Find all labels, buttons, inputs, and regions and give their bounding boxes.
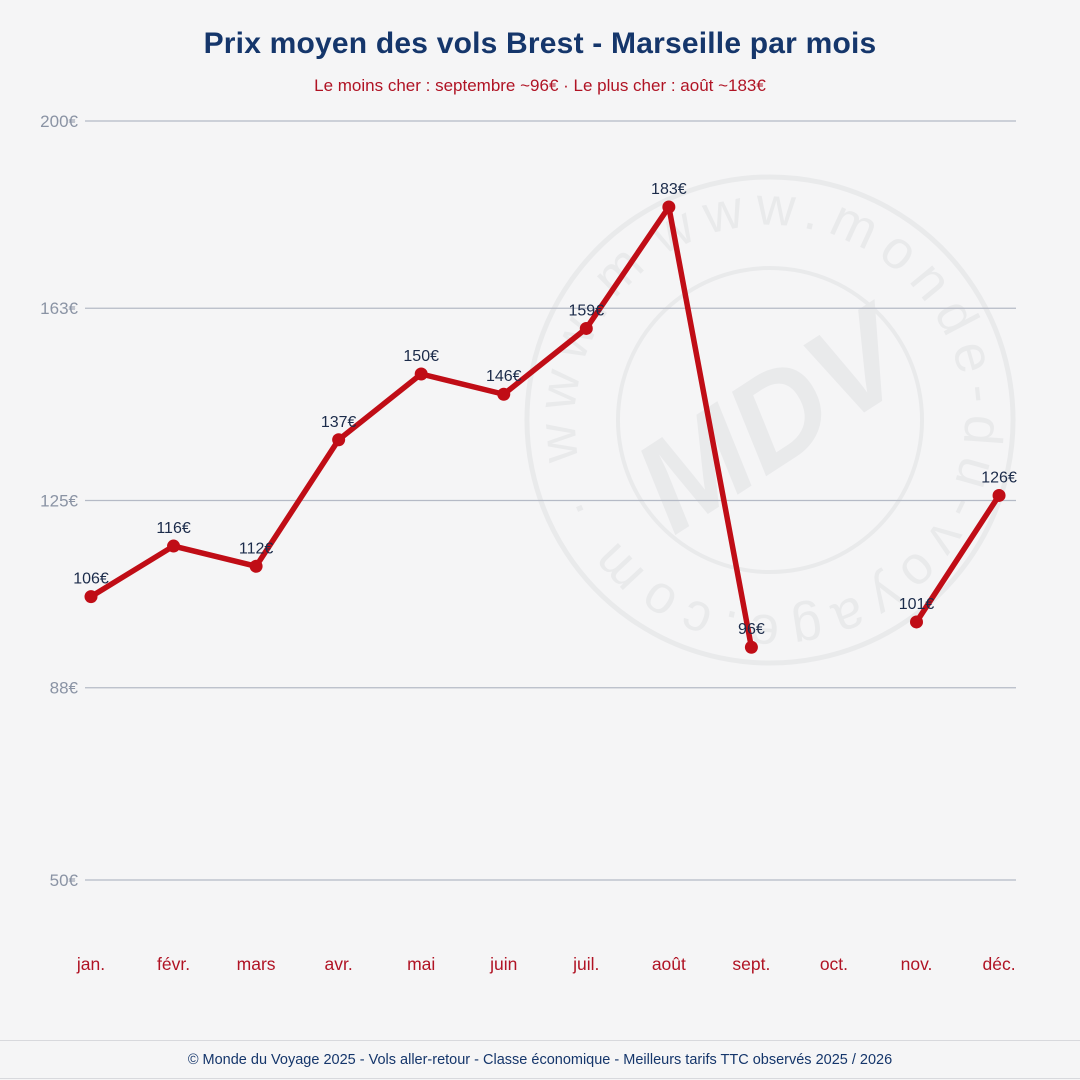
x-axis-month-label: nov. [901,954,933,974]
y-axis-tick-label: 50€ [50,871,79,890]
y-axis-tick-label: 88€ [50,679,79,698]
data-point-label: 183€ [651,181,687,198]
x-axis-month-label: juin [489,954,517,974]
data-point-label: 101€ [899,596,935,613]
data-point-label: 116€ [156,520,191,537]
data-point [167,539,181,553]
x-axis-month-label: juil. [572,954,599,974]
price-chart: www.monde-du-voyage.com · www.monde-du-v… [0,0,1080,1010]
data-point [497,387,511,401]
x-axis-month-label: oct. [820,954,848,974]
y-axis-tick-label: 163€ [40,299,78,318]
x-axis-month-label: févr. [157,954,190,974]
data-point-label: 96€ [738,621,765,638]
data-point [662,200,676,214]
x-axis-month-label: sept. [732,954,770,974]
data-point-label: 137€ [321,414,357,431]
watermark: www.monde-du-voyage.com · www.monde-du-v… [0,0,1080,1010]
x-axis-month-label: avr. [325,954,353,974]
data-point [579,321,593,335]
data-point [332,433,346,447]
data-point-label: 126€ [981,469,1017,486]
data-point [910,615,923,629]
data-point [744,640,758,654]
data-point [84,590,98,604]
x-axis-month-label: jan. [76,954,105,974]
chart-subtitle: Le moins cher : septembre ~96€ · Le plus… [314,76,766,95]
x-axis-month-label: mars [237,954,276,974]
watermark-outer-ring [524,174,1016,666]
price-line [913,492,1002,625]
data-point-label: 112€ [239,540,274,557]
x-axis-month-label: août [652,954,686,974]
data-point-label: 106€ [73,571,109,588]
y-axis-tick-label: 200€ [40,112,78,131]
data-point [414,367,428,381]
data-point-label: 159€ [569,302,605,319]
x-axis-month-label: déc. [983,954,1016,974]
chart-title: Prix moyen des vols Brest - Marseille pa… [203,27,877,60]
x-axis-month-label: mai [407,954,435,974]
data-point-label: 146€ [486,368,522,385]
y-axis-tick-label: 125€ [40,492,78,511]
data-point-label: 150€ [403,348,439,365]
footer: © Monde du Voyage 2025 - Vols aller-reto… [0,1040,1080,1079]
data-point [249,559,263,573]
footer-text: © Monde du Voyage 2025 - Vols aller-reto… [187,1051,893,1068]
data-point [992,488,1006,502]
